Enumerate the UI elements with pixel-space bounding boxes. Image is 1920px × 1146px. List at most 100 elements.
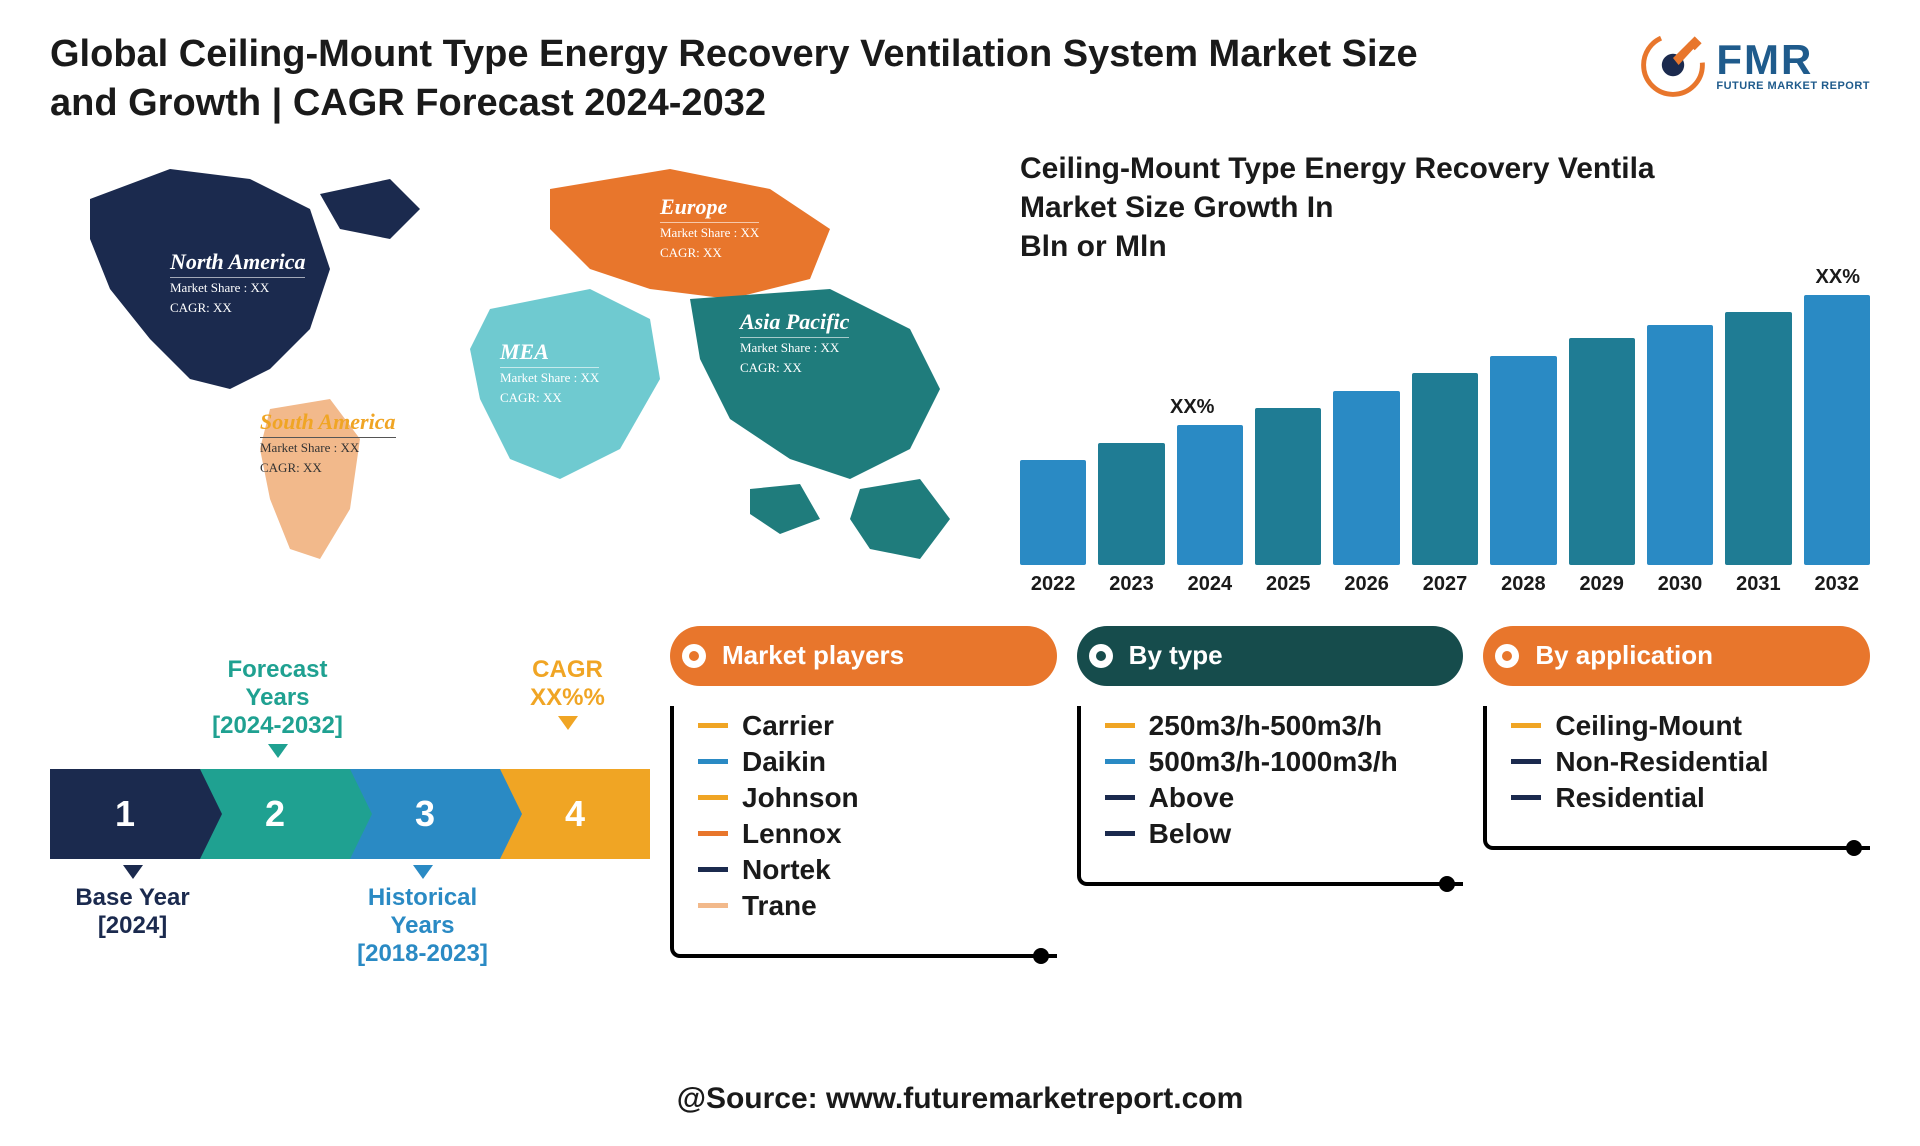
bar-year-label: 2025 xyxy=(1266,573,1311,596)
category-item: 250m3/h-500m3/h xyxy=(1105,710,1464,742)
dash-icon xyxy=(698,759,728,764)
dash-icon xyxy=(1511,723,1541,728)
bar-col: 2028 xyxy=(1490,356,1556,596)
category-item-label: Lennox xyxy=(742,818,842,850)
dash-icon xyxy=(698,831,728,836)
tl-base-label: Base Year xyxy=(60,884,205,912)
timeline-segment: 4 xyxy=(500,769,650,859)
bar xyxy=(1255,408,1321,565)
source-text: @Source: www.futuremarketreport.com xyxy=(0,1082,1920,1116)
world-map: North America Market Share : XX CAGR: XX… xyxy=(50,139,990,569)
tl-hist-label: Historical Years xyxy=(350,884,495,940)
triangle-down-icon xyxy=(413,865,433,879)
bar-year-label: 2024 xyxy=(1188,573,1233,596)
bar xyxy=(1569,338,1635,564)
tl-cagr-label: CAGR xyxy=(495,656,640,684)
by-application-pill: By application xyxy=(1483,626,1870,686)
chart-title-l2: Market Size Growth In xyxy=(1020,191,1333,224)
category-item-label: Non-Residential xyxy=(1555,746,1768,778)
bar xyxy=(1647,325,1713,565)
category-item-label: Trane xyxy=(742,890,817,922)
region-apac: Asia Pacific Market Share : XX CAGR: XX xyxy=(740,309,849,376)
category-item: Johnson xyxy=(698,782,1057,814)
logo-fmr-text: FMR xyxy=(1716,39,1870,81)
bar-year-label: 2023 xyxy=(1109,573,1154,596)
category-item: Residential xyxy=(1511,782,1870,814)
bar-col: 2029 xyxy=(1569,338,1635,595)
category-item-label: 500m3/h-1000m3/h xyxy=(1149,746,1398,778)
category-item: Daikin xyxy=(698,746,1057,778)
bar-col: 2024 xyxy=(1177,425,1243,595)
triangle-down-icon xyxy=(268,744,288,758)
bar xyxy=(1412,373,1478,565)
category-item-label: Ceiling-Mount xyxy=(1555,710,1742,742)
tl-base-range: [2024] xyxy=(60,912,205,940)
timeline-segment: 3 xyxy=(350,769,500,859)
tl-cagr-range: XX%% xyxy=(495,684,640,712)
category-item-label: Above xyxy=(1149,782,1235,814)
category-item-label: Residential xyxy=(1555,782,1704,814)
timeline-segment: 2 xyxy=(200,769,350,859)
bar xyxy=(1020,460,1086,565)
bar-col: 2027 xyxy=(1412,373,1478,596)
bar-year-label: 2031 xyxy=(1736,573,1781,596)
category-item-label: Daikin xyxy=(742,746,826,778)
tl-forecast-label: Forecast Years xyxy=(205,656,350,712)
bar-year-label: 2027 xyxy=(1423,573,1468,596)
category-item: Non-Residential xyxy=(1511,746,1870,778)
category-item-label: Below xyxy=(1149,818,1231,850)
bar xyxy=(1098,443,1164,565)
dash-icon xyxy=(698,867,728,872)
bar-chart: XX% XX% 20222023202420252026202720282029… xyxy=(1020,286,1870,596)
bar-year-label: 2022 xyxy=(1031,573,1076,596)
market-players-col: Market players Carrier Daikin Johnson Lenno… xyxy=(670,626,1057,968)
market-players-pill: Market players xyxy=(670,626,1057,686)
chart-title-l3: Bln or Mln xyxy=(1020,230,1167,263)
by-type-col: By type 250m3/h-500m3/h500m3/h-1000m3/hA… xyxy=(1077,626,1464,968)
bar-col: 2032 xyxy=(1804,295,1870,596)
chart-title-l1: Ceiling-Mount Type Energy Recovery Venti… xyxy=(1020,152,1655,185)
annot-2032: XX% xyxy=(1816,266,1860,289)
bar-year-label: 2030 xyxy=(1658,573,1703,596)
dash-icon xyxy=(698,723,728,728)
bar-col: 2030 xyxy=(1647,325,1713,596)
category-item: Nortek xyxy=(698,854,1057,886)
dash-icon xyxy=(1511,795,1541,800)
timeline-segment: 1 xyxy=(50,769,200,859)
category-item: Lennox xyxy=(698,818,1057,850)
triangle-down-icon xyxy=(123,865,143,879)
category-item: Trane xyxy=(698,890,1057,922)
dash-icon xyxy=(1105,795,1135,800)
bar-col: 2022 xyxy=(1020,460,1086,596)
annot-2024: XX% xyxy=(1170,396,1214,419)
region-na: North America Market Share : XX CAGR: XX xyxy=(170,249,305,316)
dash-icon xyxy=(698,903,728,908)
category-item-label: Nortek xyxy=(742,854,831,886)
bar-year-label: 2026 xyxy=(1344,573,1389,596)
tl-hist-range: [2018-2023] xyxy=(350,940,495,968)
bar xyxy=(1333,391,1399,565)
category-item: Carrier xyxy=(698,710,1057,742)
bar-col: 2026 xyxy=(1333,391,1399,596)
logo-sub-text: FUTURE MARKET REPORT xyxy=(1716,81,1870,92)
bar xyxy=(1804,295,1870,565)
fmr-logo: FMR FUTURE MARKET REPORT xyxy=(1638,30,1870,100)
bar xyxy=(1725,312,1791,565)
by-application-col: By application Ceiling-Mount Non-Resident… xyxy=(1483,626,1870,968)
triangle-down-icon xyxy=(558,716,578,730)
category-item: Above xyxy=(1105,782,1464,814)
bar xyxy=(1177,425,1243,564)
bar-chart-area: Ceiling-Mount Type Energy Recovery Venti… xyxy=(1020,139,1870,596)
region-mea: MEA Market Share : XX CAGR: XX xyxy=(500,339,599,406)
region-eu: Europe Market Share : XX CAGR: XX xyxy=(660,194,759,261)
timeline: Forecast Years [2024-2032] CAGR XX%% 123… xyxy=(50,626,650,968)
dash-icon xyxy=(1105,723,1135,728)
bar-year-label: 2028 xyxy=(1501,573,1546,596)
dash-icon xyxy=(698,795,728,800)
category-item: Ceiling-Mount xyxy=(1511,710,1870,742)
bar-year-label: 2032 xyxy=(1815,573,1860,596)
bar xyxy=(1490,356,1556,565)
fmr-logo-icon xyxy=(1638,30,1708,100)
category-item: Below xyxy=(1105,818,1464,850)
bar-year-label: 2029 xyxy=(1579,573,1624,596)
